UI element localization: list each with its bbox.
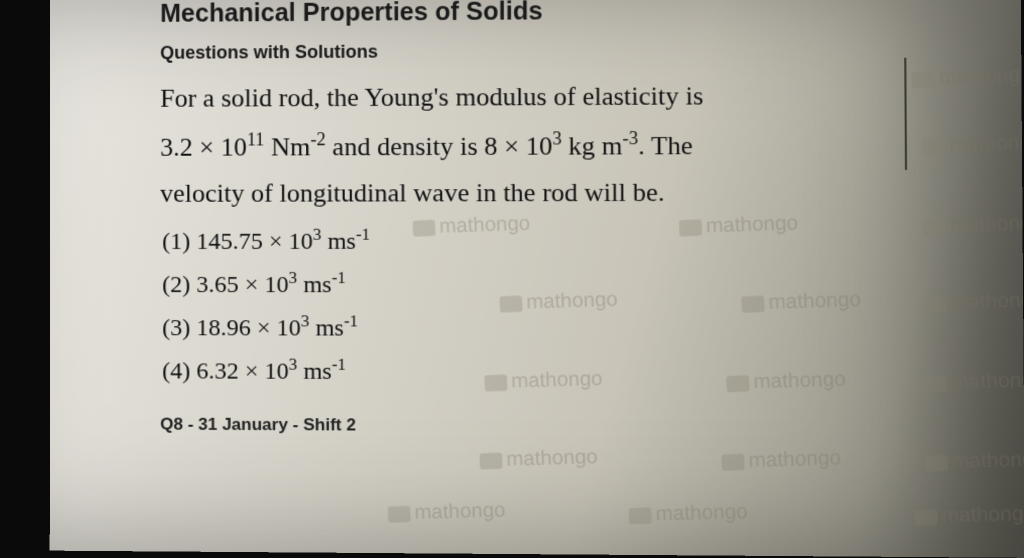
question-line-1: For a solid rod, the Young's modulus of …	[160, 74, 990, 121]
watermark: mathongo	[924, 448, 1024, 475]
section-title: Questions with Solutions	[160, 38, 990, 64]
watermark: mathongo	[628, 501, 748, 528]
document-page: mathongo mathongo mathongo mathongo math…	[50, 0, 1024, 558]
question-reference: Q8 - 31 January - Shift 2	[160, 415, 992, 439]
watermark: mathongo	[479, 446, 598, 473]
option-1: (1) 145.75 × 103 ms-1	[162, 219, 991, 263]
watermark: mathongo	[721, 447, 841, 474]
option-2: (2) 3.65 × 103 ms-1	[162, 263, 991, 307]
watermark: mathongo	[388, 499, 506, 526]
chapter-title: Mechanical Properties of Solids	[160, 0, 989, 29]
question-line-2: 3.2 × 1011 Nm-2 and density is 8 × 103 k…	[160, 122, 990, 170]
question-line-3: velocity of longitudinal wave in the rod…	[160, 171, 991, 216]
option-4: (4) 6.32 × 103 ms-1	[162, 350, 992, 396]
watermark: mathongo	[914, 502, 1024, 529]
option-3: (3) 18.96 × 103 ms-1	[162, 306, 992, 351]
